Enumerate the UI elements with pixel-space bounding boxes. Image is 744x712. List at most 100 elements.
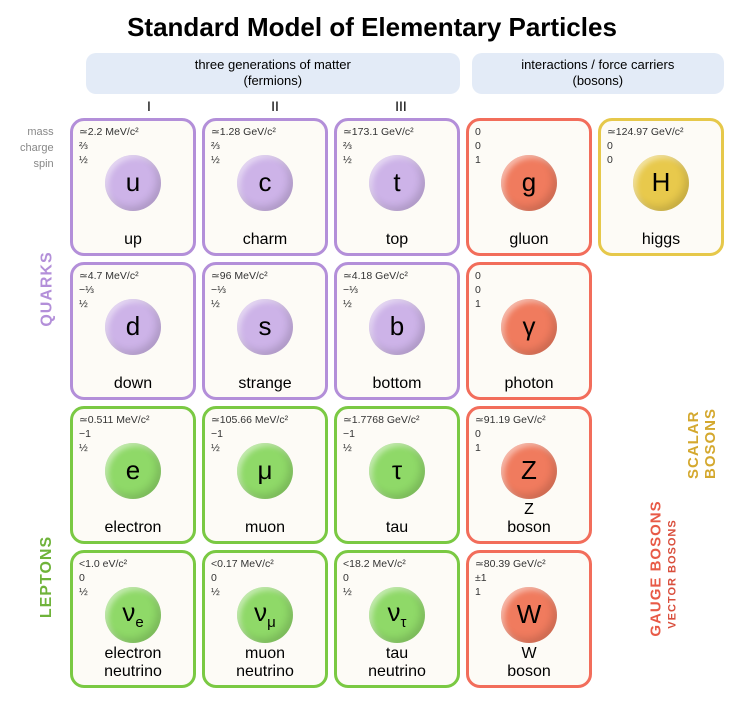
- particle-symbol: H: [652, 167, 671, 198]
- particle-name: top: [343, 231, 451, 251]
- particle-charge: ⅔: [343, 139, 451, 153]
- particle-tile-up: ≃2.2 MeV/c²⅔½uup: [70, 118, 196, 256]
- particle-symbol: τ: [392, 455, 402, 486]
- particle-charge: ⅔: [79, 139, 187, 153]
- scalar-bosons-label: SCALAR BOSONS: [685, 395, 719, 479]
- particle-charge: ⅔: [211, 139, 319, 153]
- particle-symbol-circle: ντ: [369, 587, 425, 643]
- particle-tile-strange: ≃96 MeV/c²−⅓½sstrange: [202, 262, 328, 400]
- fermions-header: three generations of matter (fermions): [86, 53, 460, 94]
- particle-name: electronneutrino: [79, 645, 187, 682]
- particle-tile-gluon: 001ggluon: [466, 118, 592, 256]
- particle-charge: 0: [343, 571, 451, 585]
- particle-name: tau: [343, 519, 451, 539]
- particle-name: down: [79, 375, 187, 395]
- label-mass: mass: [20, 124, 54, 140]
- particle-mass: 0: [475, 125, 583, 139]
- particle-mass: <0.17 MeV/c²: [211, 557, 319, 571]
- particle-name: Zboson: [475, 501, 583, 538]
- particle-tile-charm: ≃1.28 GeV/c²⅔½ccharm: [202, 118, 328, 256]
- particle-charge: 0: [211, 571, 319, 585]
- particle-symbol: νμ: [254, 597, 276, 631]
- particle-name: muon: [211, 519, 319, 539]
- particle-tile-top: ≃173.1 GeV/c²⅔½ttop: [334, 118, 460, 256]
- particle-tile-bottom: ≃4.18 GeV/c²−⅓½bbottom: [334, 262, 460, 400]
- particle-symbol: u: [126, 167, 140, 198]
- particle-name: Wboson: [475, 645, 583, 682]
- bosons-header-line1: interactions / force carriers: [480, 57, 716, 73]
- particle-charge: −⅓: [343, 283, 451, 297]
- particle-symbol: νe: [122, 597, 143, 631]
- particle-symbol: s: [259, 311, 272, 342]
- particle-symbol-circle: e: [105, 443, 161, 499]
- fermions-header-line1: three generations of matter: [94, 57, 452, 73]
- particle-name: muonneutrino: [211, 645, 319, 682]
- particle-symbol-circle: W: [501, 587, 557, 643]
- fermions-header-line2: (fermions): [94, 73, 452, 89]
- particle-symbol: b: [390, 311, 404, 342]
- particle-symbol-circle: g: [501, 155, 557, 211]
- particle-charge: ±1: [475, 571, 583, 585]
- particle-charge: 0: [475, 283, 583, 297]
- particle-name: strange: [211, 375, 319, 395]
- particle-mass: ≃91.19 GeV/c²: [475, 413, 583, 427]
- particle-symbol-circle: νμ: [237, 587, 293, 643]
- particle-mass: ≃124.97 GeV/c²: [607, 125, 715, 139]
- particle-symbol-circle: b: [369, 299, 425, 355]
- particle-charge: −1: [79, 427, 187, 441]
- gauge-bosons-label: GAUGE BOSONS: [648, 500, 665, 636]
- particle-symbol: e: [126, 455, 140, 486]
- particle-tile-higgs: ≃124.97 GeV/c²00Hhiggs: [598, 118, 724, 256]
- label-spin: spin: [20, 156, 54, 172]
- gen-3: III: [338, 98, 464, 114]
- particle-symbol: μ: [258, 455, 273, 486]
- particle-name: electron: [79, 519, 187, 539]
- particle-symbol-circle: u: [105, 155, 161, 211]
- particle-charge: −⅓: [79, 283, 187, 297]
- particle-tile-muon: ≃105.66 MeV/c²−1½μmuon: [202, 406, 328, 544]
- particle-symbol: c: [259, 167, 272, 198]
- particle-name: photon: [475, 375, 583, 395]
- page-title: Standard Model of Elementary Particles: [20, 12, 724, 43]
- particle-mass: 0: [475, 269, 583, 283]
- particle-symbol-circle: t: [369, 155, 425, 211]
- particle-mass: ≃80.39 GeV/c²: [475, 557, 583, 571]
- particle-symbol-circle: μ: [237, 443, 293, 499]
- particle-name: tauneutrino: [343, 645, 451, 682]
- particle-symbol: t: [393, 167, 400, 198]
- particle-tile-ve: <1.0 eV/c²0½νeelectronneutrino: [70, 550, 196, 688]
- particle-name: up: [79, 231, 187, 251]
- particle-symbol: γ: [523, 311, 536, 342]
- particle-tile-electron: ≃0.511 MeV/c²−1½eelectron: [70, 406, 196, 544]
- particle-tile-vtau: <18.2 MeV/c²0½ντtauneutrino: [334, 550, 460, 688]
- particle-mass: ≃1.7768 GeV/c²: [343, 413, 451, 427]
- gen-1: I: [86, 98, 212, 114]
- particle-symbol-circle: Z: [501, 443, 557, 499]
- particle-symbol-circle: s: [237, 299, 293, 355]
- particle-mass: <18.2 MeV/c²: [343, 557, 451, 571]
- category-header-row: three generations of matter (fermions) i…: [86, 53, 724, 94]
- particle-symbol-circle: c: [237, 155, 293, 211]
- bosons-header-line2: (bosons): [480, 73, 716, 89]
- quarks-label: QUARKS: [39, 251, 57, 326]
- particle-symbol-circle: H: [633, 155, 689, 211]
- particle-symbol: W: [517, 599, 542, 630]
- particle-mass: ≃96 MeV/c²: [211, 269, 319, 283]
- particle-symbol-circle: νe: [105, 587, 161, 643]
- label-charge: charge: [20, 140, 54, 156]
- particle-name: higgs: [607, 231, 715, 251]
- particle-mass: ≃105.66 MeV/c²: [211, 413, 319, 427]
- particle-mass: ≃1.28 GeV/c²: [211, 125, 319, 139]
- particle-name: gluon: [475, 231, 583, 251]
- particle-symbol: d: [126, 311, 140, 342]
- particle-charge: −1: [343, 427, 451, 441]
- leptons-label: LEPTONS: [38, 536, 56, 618]
- particle-grid: ≃2.2 MeV/c²⅔½uup≃1.28 GeV/c²⅔½ccharm≃173…: [70, 118, 724, 688]
- particle-charge: 0: [475, 427, 583, 441]
- particle-symbol-circle: τ: [369, 443, 425, 499]
- particle-mass: ≃4.7 MeV/c²: [79, 269, 187, 283]
- particle-mass: ≃0.511 MeV/c²: [79, 413, 187, 427]
- particle-tile-zboson: ≃91.19 GeV/c²01ZZboson: [466, 406, 592, 544]
- particle-symbol-circle: d: [105, 299, 161, 355]
- particle-name: bottom: [343, 375, 451, 395]
